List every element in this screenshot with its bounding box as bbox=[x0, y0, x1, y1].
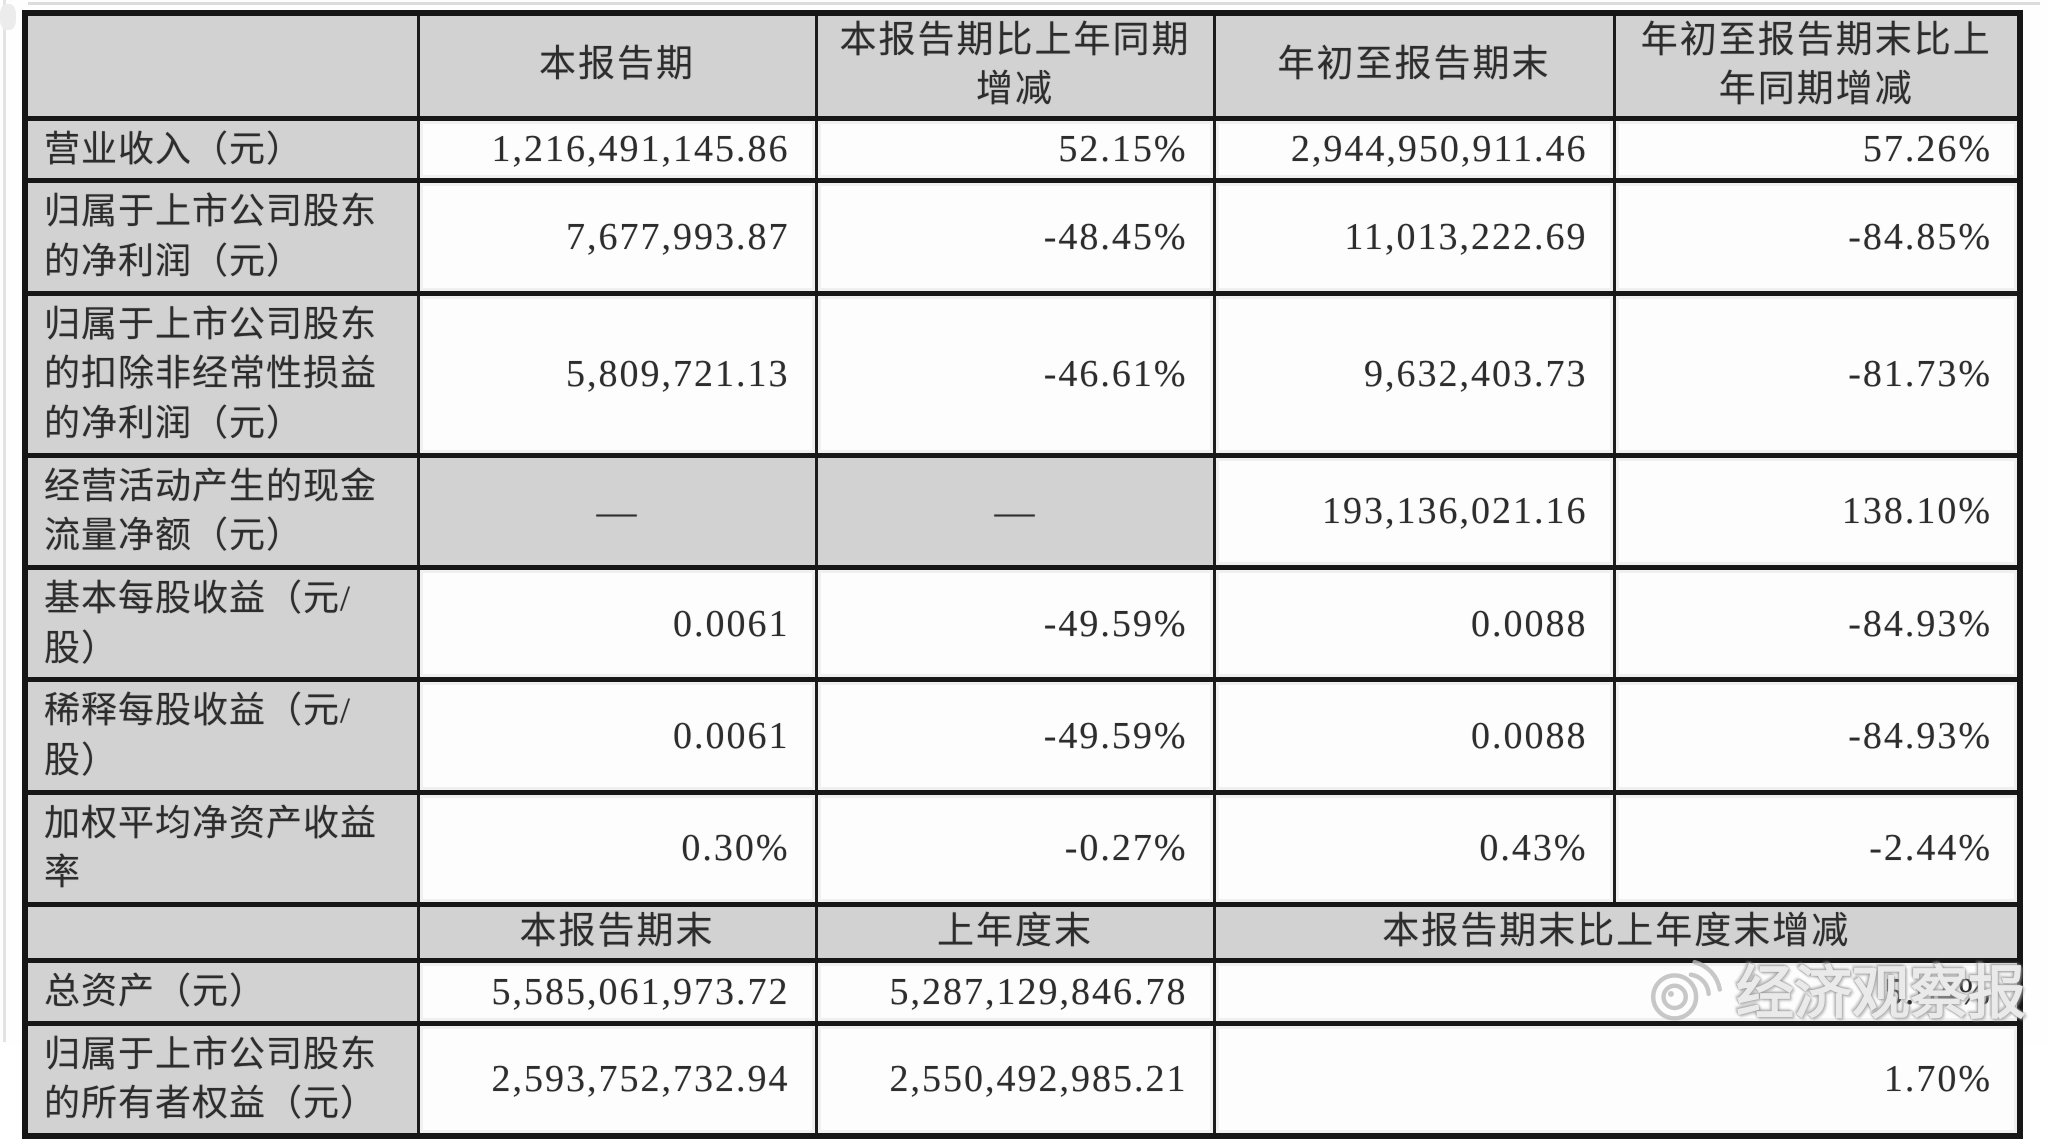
table2-header-change-vs-prior-year-end: 本报告期末比上年度末增减 bbox=[1212, 902, 2022, 963]
cell-value: 57.26% bbox=[1612, 115, 2022, 184]
table2-header-blank bbox=[23, 902, 420, 963]
cell-dash: — bbox=[814, 452, 1216, 571]
row-label-total-assets: 总资产（元） bbox=[23, 957, 420, 1026]
row-label-net-profit-excl-nonrecurring: 归属于上市公司股东 的扣除非经常性损益 的净利润（元） bbox=[23, 290, 420, 458]
cell-value: 2,593,752,732.94 bbox=[416, 1020, 818, 1139]
row-label-equity-attributable: 归属于上市公司股东 的所有者权益（元） bbox=[23, 1020, 420, 1139]
cell-value: 0.0061 bbox=[416, 565, 818, 683]
cell-value: -49.59% bbox=[814, 677, 1216, 795]
row-label-weighted-avg-roe: 加权平均净资产收益 率 bbox=[23, 789, 420, 908]
table-row: 归属于上市公司股东 的扣除非经常性损益 的净利润（元） 5,809,721.13… bbox=[23, 290, 2022, 458]
cell-value: -84.85% bbox=[1612, 178, 2022, 296]
table2-header-period-end: 本报告期末 bbox=[416, 902, 818, 963]
table-row: 稀释每股收益（元/ 股） 0.0061 -49.59% 0.0088 -84.9… bbox=[23, 677, 2022, 795]
scan-artifact-top-line bbox=[28, 2, 2040, 5]
table-row: 加权平均净资产收益 率 0.30% -0.27% 0.43% -2.44% bbox=[23, 789, 2022, 908]
cell-value: -46.61% bbox=[814, 290, 1216, 458]
cell-value: 2,944,950,911.46 bbox=[1212, 115, 1616, 184]
scan-artifact-smudge bbox=[0, 4, 16, 30]
cell-value: 0.43% bbox=[1212, 789, 1616, 908]
table1-header-ytd: 年初至报告期末 bbox=[1212, 10, 1616, 121]
table2-header-prior-year-end: 上年度末 bbox=[814, 902, 1216, 963]
table-row: 归属于上市公司股东 的所有者权益（元） 2,593,752,732.94 2,5… bbox=[23, 1020, 2022, 1139]
table1-header-yoy-change: 本报告期比上年同期 增减 bbox=[814, 10, 1216, 121]
cell-value: -49.59% bbox=[814, 565, 1216, 683]
cell-value: -48.45% bbox=[814, 178, 1216, 296]
cell-dash: — bbox=[416, 452, 818, 571]
cell-value: 7,677,993.87 bbox=[416, 178, 818, 296]
row-label-net-profit: 归属于上市公司股东 的净利润（元） bbox=[23, 178, 420, 296]
cell-value: -0.27% bbox=[814, 789, 1216, 908]
row-label-revenue: 营业收入（元） bbox=[23, 115, 420, 184]
cell-value: 193,136,021.16 bbox=[1212, 452, 1616, 571]
table-row: 总资产（元） 5,585,061,973.72 5,287,129,846.78… bbox=[23, 957, 2022, 1026]
table1-header-blank bbox=[23, 10, 420, 121]
cell-value: -84.93% bbox=[1612, 565, 2022, 683]
cell-value: 2,550,492,985.21 bbox=[814, 1020, 1216, 1139]
cell-value: -84.93% bbox=[1612, 677, 2022, 795]
cell-value: 5.64% bbox=[1212, 957, 2022, 1026]
cell-value: 1,216,491,145.86 bbox=[416, 115, 818, 184]
cell-value: 11,013,222.69 bbox=[1212, 178, 1616, 296]
row-label-operating-cash-flow: 经营活动产生的现金 流量净额（元） bbox=[23, 452, 420, 571]
table1-header-row: 本报告期 本报告期比上年同期 增减 年初至报告期末 年初至报告期末比上 年同期增… bbox=[23, 10, 2022, 121]
cell-value: 5,585,061,973.72 bbox=[416, 957, 818, 1026]
table-row: 基本每股收益（元/ 股） 0.0061 -49.59% 0.0088 -84.9… bbox=[23, 565, 2022, 683]
cell-value: 138.10% bbox=[1612, 452, 2022, 571]
cell-value: 0.30% bbox=[416, 789, 818, 908]
quarterly-financial-summary-table: 本报告期 本报告期比上年同期 增减 年初至报告期末 年初至报告期末比上 年同期增… bbox=[22, 10, 2023, 1139]
cell-value: 0.0088 bbox=[1212, 677, 1616, 795]
scan-artifact-left-line bbox=[3, 0, 6, 1042]
table-row: 营业收入（元） 1,216,491,145.86 52.15% 2,944,95… bbox=[23, 115, 2022, 184]
table-row: 归属于上市公司股东 的净利润（元） 7,677,993.87 -48.45% 1… bbox=[23, 178, 2022, 296]
table2-header-row: 本报告期末 上年度末 本报告期末比上年度末增减 bbox=[23, 902, 2022, 963]
row-label-basic-eps: 基本每股收益（元/ 股） bbox=[23, 565, 420, 683]
table-row: 经营活动产生的现金 流量净额（元） — — 193,136,021.16 138… bbox=[23, 452, 2022, 571]
row-label-diluted-eps: 稀释每股收益（元/ 股） bbox=[23, 677, 420, 795]
cell-value: 0.0088 bbox=[1212, 565, 1616, 683]
table1-header-current-period: 本报告期 bbox=[416, 10, 818, 121]
cell-value: 1.70% bbox=[1212, 1020, 2022, 1139]
cell-value: 52.15% bbox=[814, 115, 1216, 184]
cell-value: -2.44% bbox=[1612, 789, 2022, 908]
cell-value: 5,809,721.13 bbox=[416, 290, 818, 458]
cell-value: 0.0061 bbox=[416, 677, 818, 795]
cell-value: 9,632,403.73 bbox=[1212, 290, 1616, 458]
cell-value: -81.73% bbox=[1612, 290, 2022, 458]
table1-header-ytd-yoy-change: 年初至报告期末比上 年同期增减 bbox=[1612, 10, 2022, 121]
cell-value: 5,287,129,846.78 bbox=[814, 957, 1216, 1026]
